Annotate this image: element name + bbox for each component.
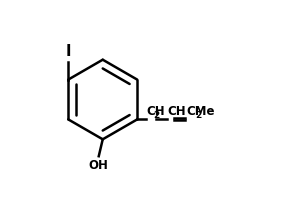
Text: CH: CH <box>146 105 165 118</box>
Text: 2: 2 <box>195 111 202 120</box>
Text: I: I <box>66 44 71 59</box>
Text: CMe: CMe <box>186 105 214 118</box>
Text: OH: OH <box>89 159 109 172</box>
Text: CH: CH <box>168 105 186 118</box>
Text: 2: 2 <box>153 111 159 120</box>
